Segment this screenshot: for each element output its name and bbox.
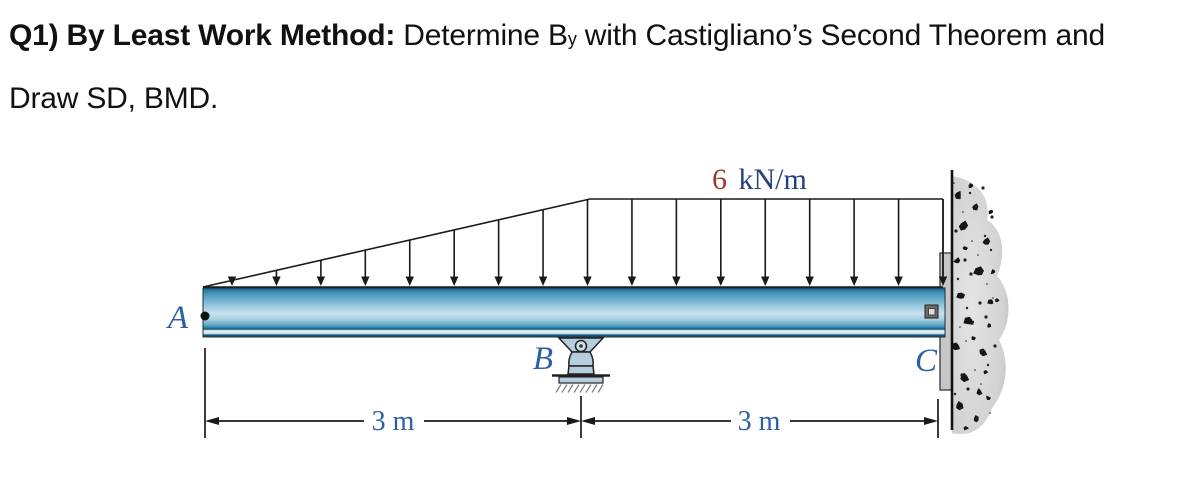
point-a-dot <box>200 311 210 321</box>
question-after-subscript: with Castigliano’s Second Theorem and <box>576 19 1105 52</box>
bolt-icon <box>924 304 939 319</box>
load-ramp-line <box>202 198 591 288</box>
question-subscript-y: y <box>567 29 577 49</box>
beam <box>202 287 946 338</box>
load-unit: kN/m <box>739 163 807 196</box>
question-before-subscript: Determine B <box>395 19 568 52</box>
ground-hatching <box>555 384 604 393</box>
support-b-rocker <box>552 337 610 393</box>
load-arrows <box>227 199 948 286</box>
label-c: C <box>915 343 938 379</box>
label-b: B <box>533 341 553 377</box>
load-value: 6 <box>712 163 727 196</box>
label-a: A <box>166 300 189 336</box>
dimension-label-left: 3 m <box>372 406 415 437</box>
load-magnitude-label: 6 kN/m <box>712 163 807 196</box>
distributed-load <box>202 198 948 288</box>
dimension-lines <box>204 348 939 438</box>
dimension-label-right: 3 m <box>738 406 781 437</box>
question-line-1: Q1) By Least Work Method: Determine By w… <box>9 6 1199 69</box>
question-text: Q1) By Least Work Method: Determine By w… <box>9 6 1199 129</box>
concrete-speckles <box>951 182 1000 431</box>
question-line-2: Draw SD, BMD. <box>9 82 219 115</box>
question-method-bold: Q1) By Least Work Method: <box>9 19 396 52</box>
wall-support-c <box>939 170 1009 435</box>
concrete-blob <box>952 176 1009 435</box>
